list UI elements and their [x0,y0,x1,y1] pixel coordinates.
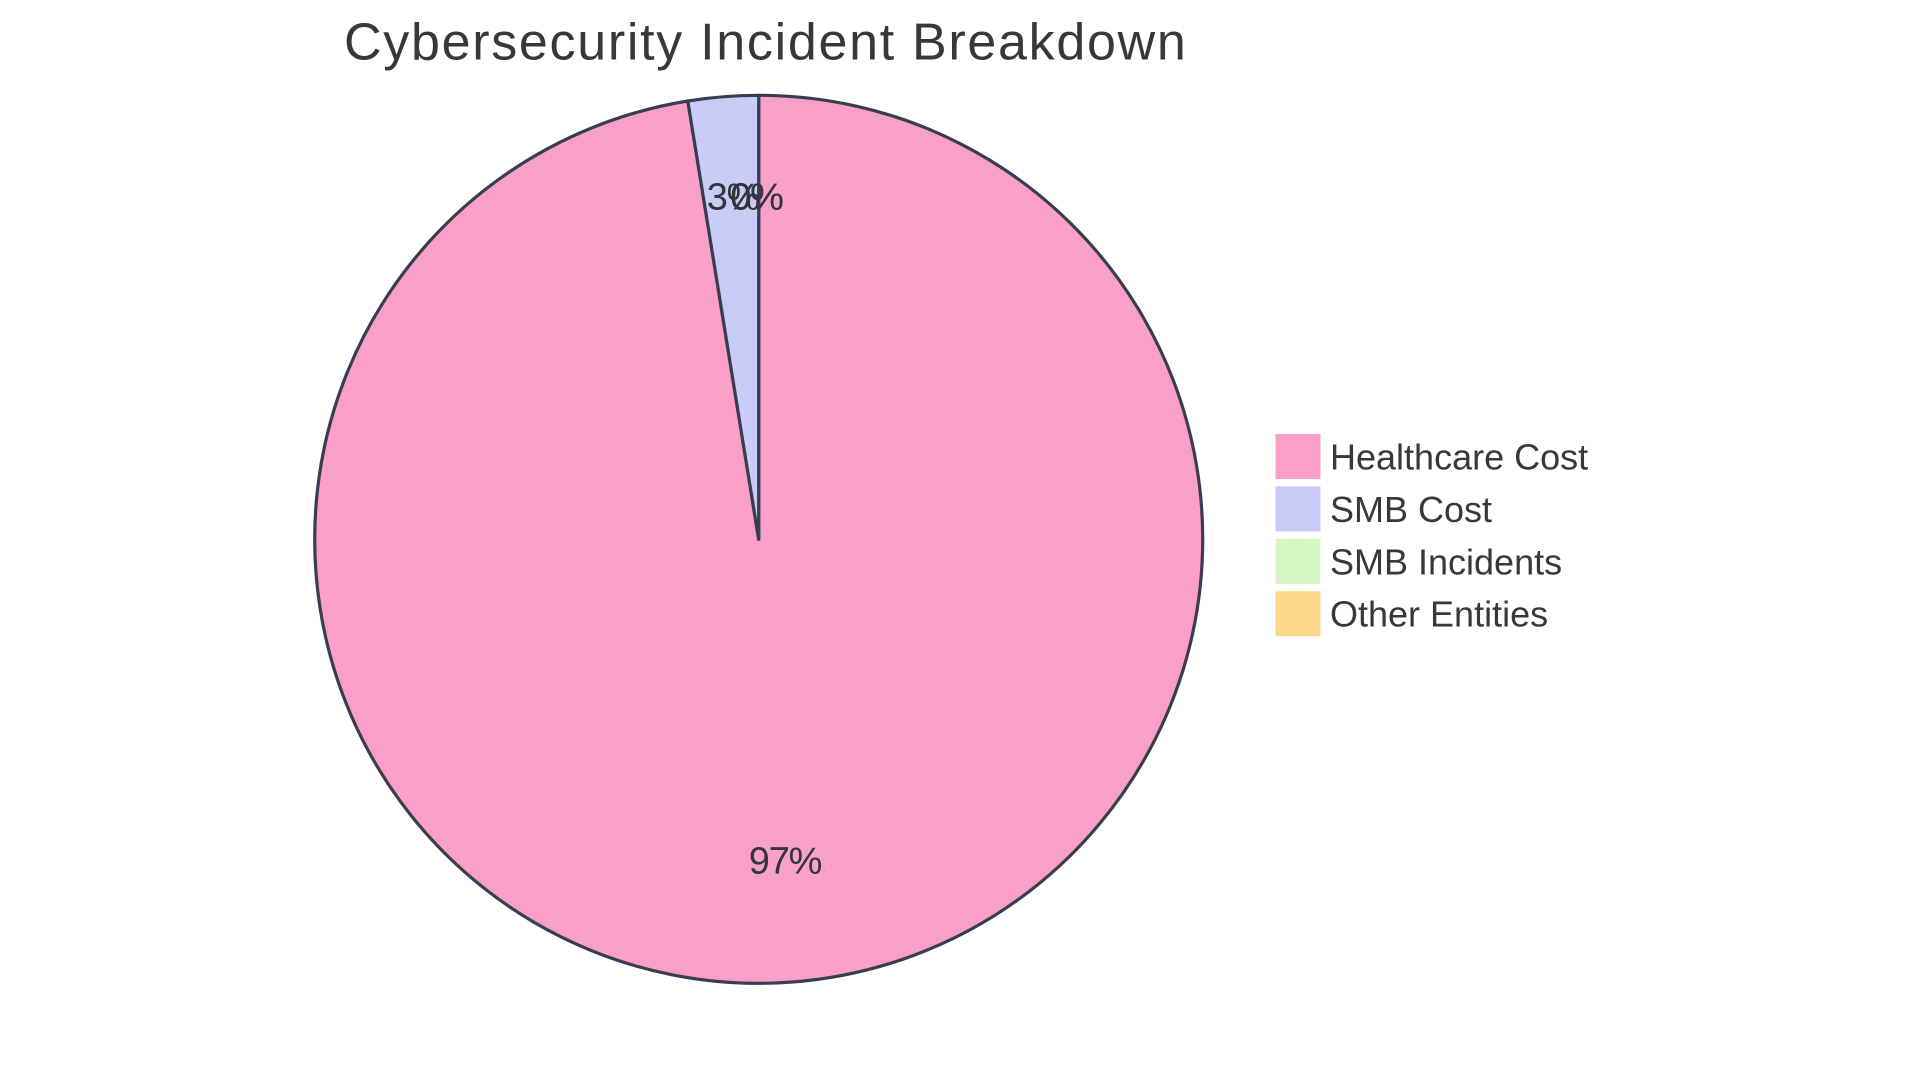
svg-text:Other Entities: Other Entities [1330,594,1548,635]
svg-text:Healthcare Cost: Healthcare Cost [1330,437,1588,478]
svg-text:SMB Cost: SMB Cost [1330,489,1492,530]
svg-text:SMB Incidents: SMB Incidents [1330,541,1562,582]
svg-text:0%: 0% [730,177,783,219]
svg-text:3%: 3% [707,177,760,219]
svg-text:97%: 97% [749,841,822,883]
svg-text:Cybersecurity Incident Breakdo: Cybersecurity Incident Breakdown [344,14,1187,72]
svg-text:0%: 0% [730,177,783,219]
